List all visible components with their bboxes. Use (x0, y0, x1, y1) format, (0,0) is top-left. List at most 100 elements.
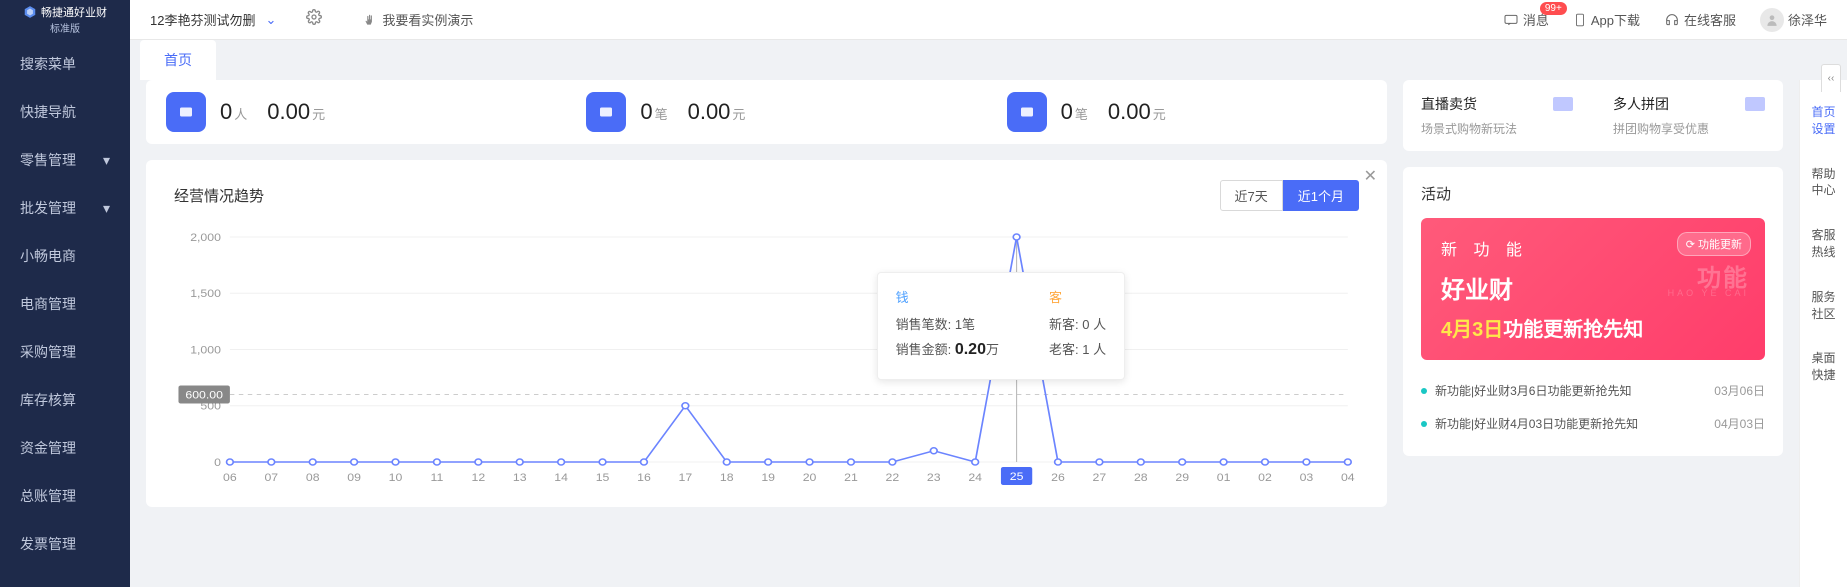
promo-item-1[interactable]: 多人拼团拼团购物享受优惠 (1613, 94, 1765, 137)
svg-text:25: 25 (1010, 471, 1024, 483)
svg-text:22: 22 (886, 472, 900, 484)
chart-panel: ✕ 经营情况趋势 近7天 近1个月 05001,0001,5002,000600… (146, 160, 1387, 507)
user-menu[interactable]: 徐泽华 (1760, 8, 1827, 32)
chart-tooltip: 钱 销售笔数: 1笔 销售金额: 0.20万 客 新客: 0 人 老客: 1 人 (877, 272, 1126, 380)
stat-icon (1007, 92, 1047, 132)
range-buttons: 近7天 近1个月 (1220, 180, 1359, 211)
promo-mini-icon (1745, 97, 1765, 111)
banner-watermark-sub: HAO YE CAI (1668, 288, 1749, 298)
svg-text:29: 29 (1175, 472, 1189, 484)
stat-block-0: 0人 0.00元 (166, 92, 526, 132)
logo-icon (23, 5, 37, 19)
right-rail: ‹‹ 首页设置帮助中心客服热线服务社区桌面快捷 (1799, 80, 1847, 587)
stat-icon (166, 92, 206, 132)
tenant-selector[interactable]: 12李艳芬测试勿删 ⌄ (150, 10, 276, 29)
svg-text:17: 17 (679, 472, 693, 484)
gear-icon[interactable] (306, 9, 322, 30)
header-right: 消息 99+ App下载 在线客服 徐泽华 (1503, 8, 1847, 32)
range-1m-button[interactable]: 近1个月 (1283, 180, 1359, 211)
caret-down-icon: ▾ (103, 152, 110, 169)
close-icon[interactable]: ✕ (1364, 166, 1377, 186)
svg-text:11: 11 (431, 472, 444, 484)
headset-icon (1664, 12, 1680, 28)
sidebar-item-5[interactable]: 电商管理 (0, 280, 130, 328)
sidebar-item-1[interactable]: 快捷导航 (0, 88, 130, 136)
main-content: 0人 0.00元 0笔 0.00元 0笔 0.00元 ✕ 经营情况趋势 近7天 … (130, 80, 1799, 587)
rail-item-0[interactable]: 首页设置 (1805, 90, 1841, 152)
svg-text:0: 0 (214, 457, 221, 469)
svg-text:07: 07 (264, 472, 278, 484)
svg-text:23: 23 (927, 472, 941, 484)
sidebar-item-0[interactable]: 搜索菜单 (0, 40, 130, 88)
svg-text:09: 09 (347, 472, 361, 484)
news-list: 新功能|好业财3月6日功能更新抢先知03月06日新功能|好业财4月03日功能更新… (1421, 374, 1765, 440)
rail-item-4[interactable]: 桌面快捷 (1805, 336, 1841, 398)
bullet-icon (1421, 388, 1427, 394)
tab-bar: 首页 (130, 40, 1847, 80)
rail-toggle[interactable]: ‹‹ (1821, 64, 1841, 92)
chart-title: 经营情况趋势 (174, 185, 264, 206)
app-download-button[interactable]: App下载 (1573, 10, 1640, 29)
svg-text:02: 02 (1258, 472, 1272, 484)
chart-area: 05001,0001,5002,000600.00060708091011121… (174, 227, 1359, 487)
messages-button[interactable]: 消息 99+ (1503, 10, 1549, 29)
svg-text:03: 03 (1300, 472, 1314, 484)
svg-text:600.00: 600.00 (185, 389, 223, 401)
rail-item-1[interactable]: 帮助中心 (1805, 152, 1841, 214)
sidebar-item-8[interactable]: 资金管理 (0, 424, 130, 472)
news-item-0[interactable]: 新功能|好业财3月6日功能更新抢先知03月06日 (1421, 374, 1765, 407)
sidebar-item-9[interactable]: 总账管理 (0, 472, 130, 520)
svg-text:27: 27 (1093, 472, 1107, 484)
stat-block-2: 0笔 0.00元 (1007, 92, 1367, 132)
svg-text:1,000: 1,000 (190, 344, 221, 356)
chart-svg: 05001,0001,5002,000600.00060708091011121… (174, 227, 1359, 487)
news-item-1[interactable]: 新功能|好业财4月03日功能更新抢先知04月03日 (1421, 407, 1765, 440)
promo-item-0[interactable]: 直播卖货场景式购物新玩法 (1421, 94, 1573, 137)
sidebar-item-6[interactable]: 采购管理 (0, 328, 130, 376)
top-header: 畅捷通好业财 标准版 12李艳芬测试勿删 ⌄ 我要看实例演示 消息 99+ Ap… (0, 0, 1847, 40)
caret-down-icon: ▾ (103, 200, 110, 217)
online-service-button[interactable]: 在线客服 (1664, 10, 1736, 29)
svg-text:12: 12 (471, 472, 485, 484)
svg-text:08: 08 (306, 472, 320, 484)
activity-banner[interactable]: ⟳ 功能更新 新 功 能 好业财 4月3日功能更新抢先知 功能 HAO YE C… (1421, 218, 1765, 360)
svg-text:10: 10 (389, 472, 403, 484)
banner-line: 4月3日功能更新抢先知 (1441, 313, 1745, 342)
svg-text:20: 20 (803, 472, 817, 484)
stats-card: 0人 0.00元 0笔 0.00元 0笔 0.00元 (146, 80, 1387, 144)
phone-icon (1573, 12, 1587, 28)
message-icon (1503, 12, 1519, 28)
demo-link[interactable]: 我要看实例演示 (362, 10, 473, 29)
tab-home[interactable]: 首页 (140, 40, 216, 80)
activity-title: 活动 (1421, 183, 1765, 204)
stat-block-1: 0笔 0.00元 (586, 92, 946, 132)
svg-text:16: 16 (637, 472, 651, 484)
svg-text:24: 24 (968, 472, 982, 484)
svg-text:21: 21 (844, 472, 858, 484)
avatar-icon (1760, 8, 1784, 32)
sidebar-item-3[interactable]: 批发管理▾ (0, 184, 130, 232)
sidebar-item-4[interactable]: 小畅电商 (0, 232, 130, 280)
svg-text:2,000: 2,000 (190, 232, 221, 244)
range-7d-button[interactable]: 近7天 (1220, 180, 1283, 211)
svg-text:26: 26 (1051, 472, 1065, 484)
activity-card: 活动 ⟳ 功能更新 新 功 能 好业财 4月3日功能更新抢先知 功能 HAO Y… (1403, 167, 1783, 456)
stat-icon (586, 92, 626, 132)
hand-icon (362, 13, 376, 27)
tenant-name: 12李艳芬测试勿删 (150, 10, 255, 29)
svg-text:01: 01 (1217, 472, 1231, 484)
svg-text:04: 04 (1341, 472, 1355, 484)
svg-text:1,500: 1,500 (190, 288, 221, 300)
svg-text:14: 14 (554, 472, 568, 484)
svg-text:28: 28 (1134, 472, 1148, 484)
rail-item-3[interactable]: 服务社区 (1805, 275, 1841, 337)
sidebar-item-2[interactable]: 零售管理▾ (0, 136, 130, 184)
svg-text:18: 18 (720, 472, 734, 484)
svg-text:15: 15 (596, 472, 610, 484)
rail-item-2[interactable]: 客服热线 (1805, 213, 1841, 275)
sidebar-item-10[interactable]: 发票管理 (0, 520, 130, 568)
chevron-down-icon: ⌄ (265, 12, 276, 28)
svg-text:06: 06 (223, 472, 237, 484)
sidebar-item-7[interactable]: 库存核算 (0, 376, 130, 424)
tooltip-money-title: 钱 (896, 287, 999, 306)
